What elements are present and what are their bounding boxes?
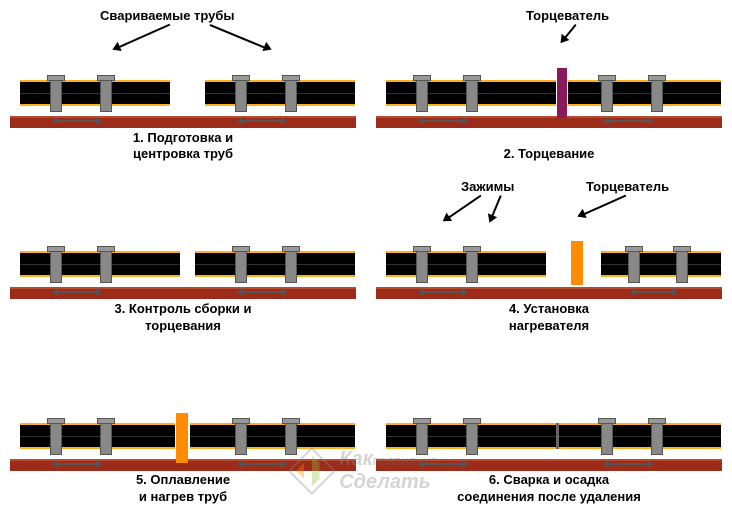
clamp-4 xyxy=(651,76,663,112)
spread-arrow-1 xyxy=(58,120,96,122)
clamp-4 xyxy=(285,76,297,112)
clamp-2 xyxy=(100,76,112,112)
label-area xyxy=(376,351,722,381)
clamp-3 xyxy=(235,76,247,112)
label-area xyxy=(10,179,356,209)
label-area: Торцеватель xyxy=(376,8,722,38)
callout-label: Зажимы xyxy=(461,179,514,194)
clamp-2 xyxy=(100,419,112,455)
diagram xyxy=(10,38,356,126)
pipe-1 xyxy=(20,423,175,449)
pipe-2 xyxy=(190,423,355,449)
diagram xyxy=(10,381,356,469)
clamp-3 xyxy=(601,419,613,455)
clamp-2 xyxy=(466,247,478,283)
spread-arrow-2 xyxy=(636,291,672,293)
spread-arrow-1 xyxy=(424,291,462,293)
panel-2: Торцеватель 2. Торцевание xyxy=(366,0,732,171)
spread-arrow-1 xyxy=(58,463,96,465)
panel-caption: 5. Оплавлениеи нагрев труб xyxy=(10,468,356,506)
panel-caption: 1. Подготовка ицентровка труб xyxy=(10,126,356,164)
spread-arrow-2 xyxy=(243,120,281,122)
clamp-1 xyxy=(50,419,62,455)
spread-arrow-2 xyxy=(243,291,281,293)
label-area: Зажимы Торцеватель xyxy=(376,179,722,209)
spread-arrow-2 xyxy=(609,120,647,122)
pipe-1 xyxy=(20,80,170,106)
base-rail xyxy=(10,116,356,128)
panel-grid: Свариваемые трубы 1. Подготовка ицентровк… xyxy=(0,0,732,514)
clamp-1 xyxy=(416,76,428,112)
base-rail xyxy=(376,287,722,299)
label-area: Свариваемые трубы xyxy=(10,8,356,38)
panel-3: 3. Контроль сборки иторцевания xyxy=(0,171,366,342)
panel-4: Зажимы Торцеватель 4. Установканагревателя xyxy=(366,171,732,342)
spread-arrow-2 xyxy=(243,463,281,465)
base-rail xyxy=(10,287,356,299)
panel-5: 5. Оплавлениеи нагрев труб xyxy=(0,343,366,514)
diagram xyxy=(376,38,722,142)
clamp-4 xyxy=(651,419,663,455)
panel-caption: 2. Торцевание xyxy=(376,142,722,163)
pipe-2 xyxy=(195,251,355,277)
clamp-4 xyxy=(676,247,688,283)
spread-arrow-1 xyxy=(424,120,462,122)
base-rail xyxy=(376,116,722,128)
clamp-3 xyxy=(628,247,640,283)
base-rail xyxy=(376,459,722,471)
facer-tool xyxy=(557,68,567,118)
spread-arrow-1 xyxy=(424,463,462,465)
callout-label: Торцеватель xyxy=(526,8,609,23)
diagram xyxy=(10,209,356,297)
clamp-4 xyxy=(285,247,297,283)
heater-tool xyxy=(176,413,188,463)
clamp-2 xyxy=(100,247,112,283)
pipe-2 xyxy=(205,80,355,106)
clamp-1 xyxy=(50,76,62,112)
clamp-2 xyxy=(466,76,478,112)
callout-label-2: Торцеватель xyxy=(586,179,669,194)
panel-caption: 4. Установканагревателя xyxy=(376,297,722,335)
pipe-2 xyxy=(568,80,721,106)
clamp-4 xyxy=(285,419,297,455)
heater-tool xyxy=(571,241,583,285)
panel-caption: 6. Сварка и осадкасоединения после удале… xyxy=(376,468,722,506)
clamp-1 xyxy=(50,247,62,283)
weld-seam xyxy=(556,423,559,449)
clamp-2 xyxy=(466,419,478,455)
clamp-3 xyxy=(601,76,613,112)
spread-arrow-2 xyxy=(609,463,647,465)
callout-label: Свариваемые трубы xyxy=(100,8,235,23)
diagram xyxy=(376,381,722,469)
panel-1: Свариваемые трубы 1. Подготовка ицентровк… xyxy=(0,0,366,171)
pipe-2 xyxy=(559,423,721,449)
pipe-2 xyxy=(601,251,721,277)
clamp-1 xyxy=(416,419,428,455)
clamp-3 xyxy=(235,247,247,283)
panel-6: 6. Сварка и осадкасоединения после удале… xyxy=(366,343,732,514)
clamp-1 xyxy=(416,247,428,283)
panel-caption: 3. Контроль сборки иторцевания xyxy=(10,297,356,335)
clamp-3 xyxy=(235,419,247,455)
label-area xyxy=(10,351,356,381)
spread-arrow-1 xyxy=(58,291,96,293)
diagram xyxy=(376,209,722,297)
